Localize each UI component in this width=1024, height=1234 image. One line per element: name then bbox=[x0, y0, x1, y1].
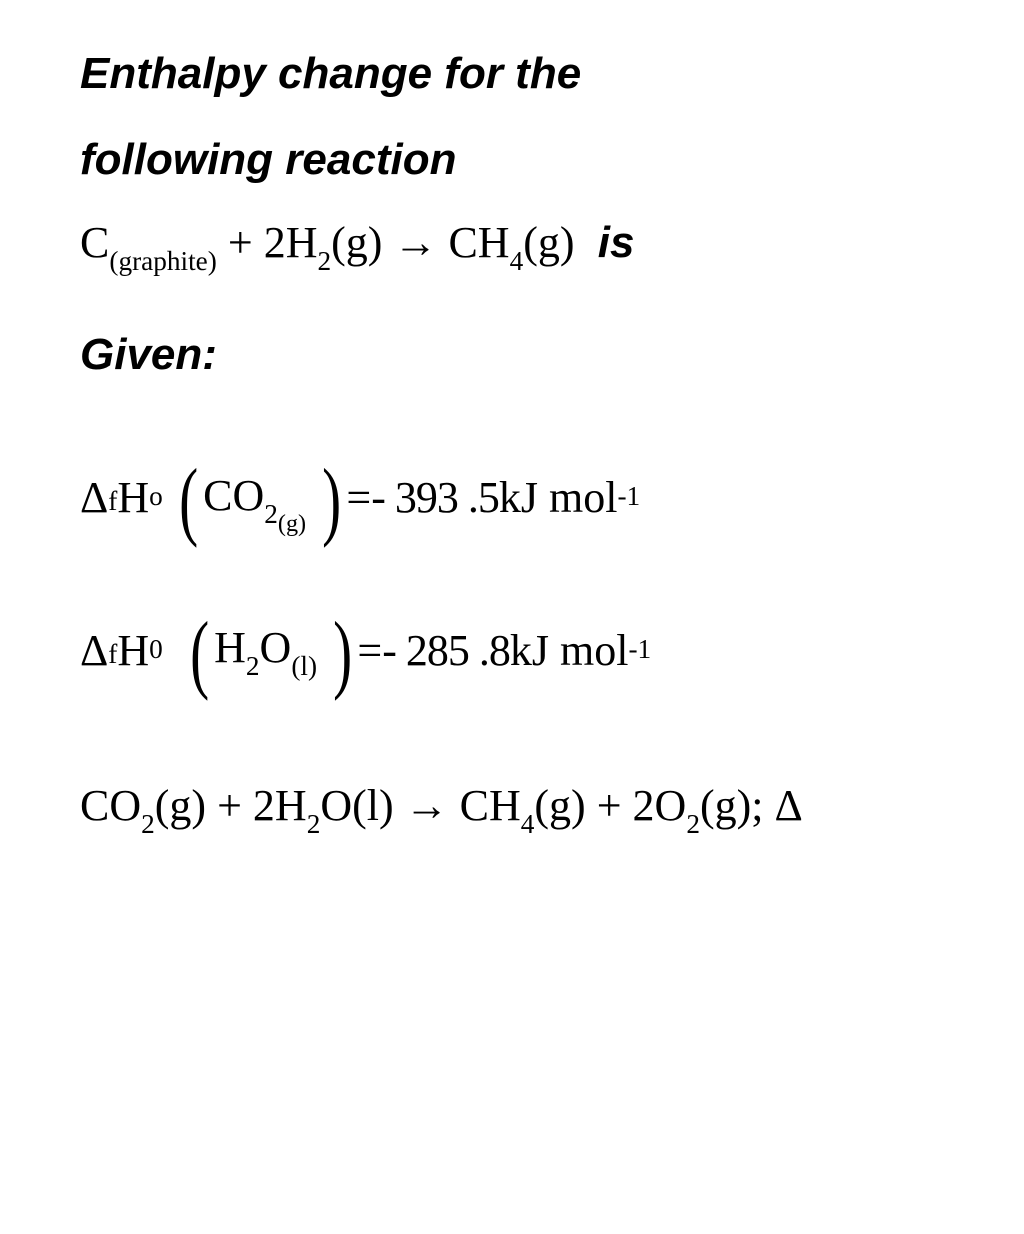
word-is: is bbox=[586, 218, 635, 267]
op-arrow: → bbox=[394, 781, 460, 830]
species-H2O: H2O(l) bbox=[214, 622, 317, 679]
r1: CO bbox=[80, 781, 141, 830]
sub-f: f bbox=[108, 639, 117, 670]
p2-phase: (g) bbox=[700, 781, 751, 830]
unit-exp: -1 bbox=[628, 634, 651, 665]
sub-f: f bbox=[108, 486, 117, 517]
document-page: Enthalpy change for the following reacti… bbox=[0, 0, 1024, 924]
phase-g2: (g) bbox=[523, 218, 574, 267]
sym-CH: CH bbox=[448, 218, 509, 267]
sup-0: 0 bbox=[149, 634, 163, 665]
sym-delta: Δ bbox=[80, 472, 108, 523]
p2: O bbox=[655, 781, 687, 830]
sup-o: o bbox=[149, 481, 163, 512]
coef-2: 2 bbox=[264, 218, 286, 267]
equation-1: ΔfHo (CO2(g) ) = - 393 .5 kJ mol-1 bbox=[80, 470, 964, 527]
tail-delta: ; Δ bbox=[751, 781, 803, 830]
p2-coef: 2 bbox=[633, 781, 655, 830]
value: - 393 .5 bbox=[371, 472, 499, 523]
sym-H: H bbox=[117, 625, 149, 676]
r2: H bbox=[275, 781, 307, 830]
given-label: Given: bbox=[80, 321, 964, 389]
value: - 285 .8 bbox=[382, 625, 510, 676]
unit-exp: -1 bbox=[617, 481, 640, 512]
p1: CH bbox=[460, 781, 521, 830]
op-arrow: → bbox=[382, 218, 448, 267]
sym-delta: Δ bbox=[80, 625, 108, 676]
op-plus2: + bbox=[586, 781, 633, 830]
op-equals: = bbox=[357, 625, 382, 676]
op-plus: + bbox=[217, 218, 264, 267]
target-reaction: C(graphite) + 2H2(g) → CH4(g) is bbox=[80, 212, 964, 277]
sym-H: H bbox=[286, 218, 318, 267]
r1-phase: (g) bbox=[155, 781, 206, 830]
r2-coef: 2 bbox=[253, 781, 275, 830]
op-plus: + bbox=[206, 781, 253, 830]
phase-sub: (l) bbox=[291, 651, 317, 681]
heading-line-2: following reaction bbox=[80, 126, 964, 194]
sym-C: C bbox=[80, 218, 109, 267]
sub-2: 2 bbox=[318, 246, 332, 276]
op-equals: = bbox=[346, 472, 371, 523]
unit: kJ mol bbox=[499, 472, 618, 523]
phase-g: (g) bbox=[331, 218, 382, 267]
equation-2: ΔfH0 (H2O(l) ) = - 285 .8 kJ mol-1 bbox=[80, 622, 964, 679]
sub-4: 4 bbox=[510, 246, 524, 276]
equation-3: CO2(g) + 2H2O(l) → CH4(g) + 2O2(g); Δ bbox=[80, 775, 964, 840]
sub-graphite: (graphite) bbox=[109, 246, 217, 276]
r2-phase: (l) bbox=[352, 781, 394, 830]
phase-sub: (g) bbox=[278, 510, 306, 537]
species-CO2: CO2(g) bbox=[203, 470, 306, 527]
unit: kJ mol bbox=[510, 625, 629, 676]
heading-line-1: Enthalpy change for the bbox=[80, 40, 964, 108]
p1-phase: (g) bbox=[534, 781, 585, 830]
sym-H: H bbox=[117, 472, 149, 523]
